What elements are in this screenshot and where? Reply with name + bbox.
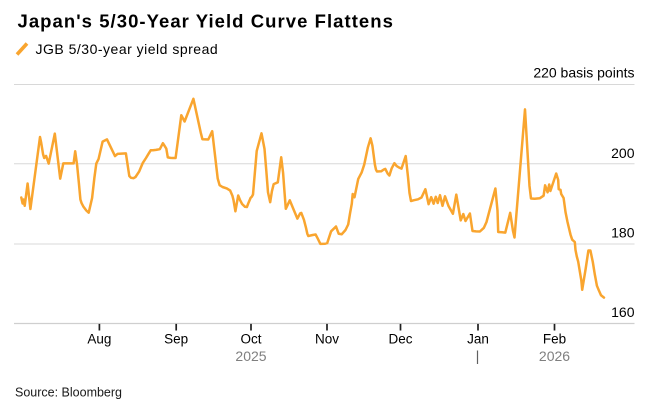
svg-text:Oct: Oct	[240, 332, 261, 347]
svg-text:JGB 5/30-year yield spread: JGB 5/30-year yield spread	[36, 41, 219, 57]
svg-text:Sep: Sep	[164, 332, 188, 347]
svg-text:Nov: Nov	[315, 332, 339, 347]
svg-text:Japan's 5/30-Year Yield Curve: Japan's 5/30-Year Yield Curve Flattens	[18, 11, 394, 32]
svg-text:Jan: Jan	[467, 332, 489, 347]
svg-text:160: 160	[611, 304, 635, 320]
svg-text:Feb: Feb	[543, 332, 566, 347]
svg-text:220 basis points: 220 basis points	[533, 64, 634, 80]
svg-text:Dec: Dec	[388, 332, 412, 347]
svg-text:200: 200	[611, 145, 635, 161]
svg-text:Aug: Aug	[87, 332, 111, 347]
svg-text:180: 180	[611, 225, 635, 241]
svg-text:2025: 2025	[235, 348, 266, 364]
svg-text:2026: 2026	[539, 348, 570, 364]
svg-text:Source: Bloomberg: Source: Bloomberg	[15, 385, 122, 399]
